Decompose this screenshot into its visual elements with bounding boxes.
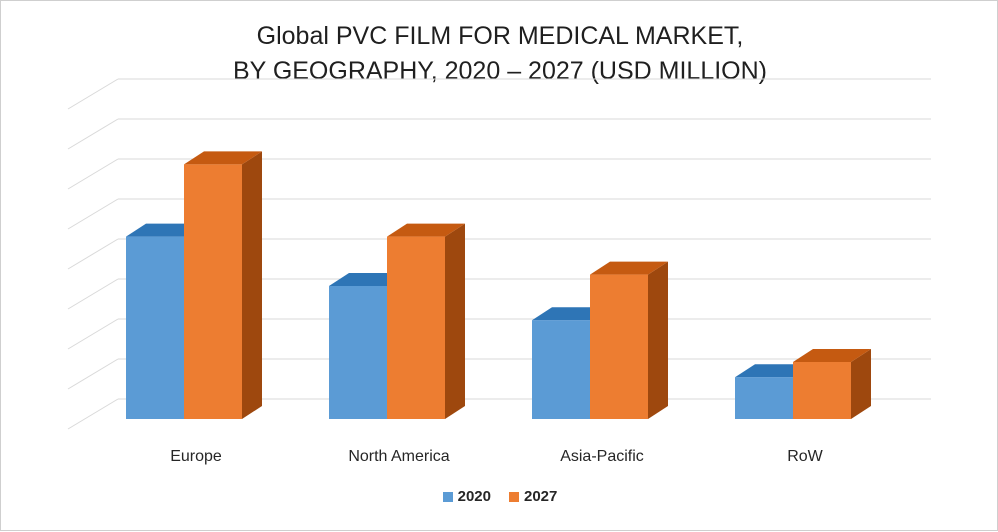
bar-row-2027 <box>793 362 851 419</box>
bar-europe-2027 <box>184 164 242 419</box>
legend-item-2020: 2020 <box>442 488 491 505</box>
bar-asia-pacific-2027-side <box>648 261 668 419</box>
bar-row-2027-top <box>793 349 871 362</box>
chart-legend: 2020 2027 <box>1 488 998 505</box>
bar-north-america-2027-side <box>445 223 465 419</box>
legend-item-2027: 2027 <box>509 488 557 505</box>
gridline-side <box>67 358 119 390</box>
bar-europe-2027-side <box>242 151 262 419</box>
bar-row-2027-side <box>851 349 871 419</box>
bar-asia-pacific-2027-top <box>590 261 668 275</box>
chart-title-line-2: BY GEOGRAPHY, 2020 – 2027 (USD MILLION) <box>232 57 768 85</box>
gridline-side <box>67 78 119 110</box>
bar-asia-pacific-2020 <box>532 320 590 419</box>
gridline-side <box>67 118 119 150</box>
gridline-side <box>67 198 119 230</box>
legend-swatch-2020 <box>442 491 453 502</box>
bar-row-2020 <box>735 377 793 419</box>
bar-north-america-2027-top <box>387 223 465 237</box>
bar-north-america-2020 <box>329 286 387 419</box>
gridline-side <box>67 158 119 190</box>
x-tick-label: Europe <box>170 448 222 465</box>
gridline-side <box>67 318 119 350</box>
bar-asia-pacific-2027 <box>590 274 648 419</box>
bar-europe-2020 <box>126 236 184 419</box>
x-tick-label: North America <box>348 448 449 465</box>
bar-europe-2027-top <box>184 151 262 165</box>
x-tick-label: Asia-Pacific <box>560 448 644 465</box>
gridline-side <box>67 398 119 430</box>
legend-label-2027: 2027 <box>524 488 558 505</box>
gridline-side <box>67 238 119 270</box>
legend-swatch-2027 <box>509 491 519 502</box>
chart-title-line-1: Global PVC FILM FOR MEDICAL MARKET, <box>256 22 744 50</box>
chart-title: Global PVC FILM FOR MEDICAL MARKET, BY G… <box>1 19 998 89</box>
gridline-side <box>67 278 119 310</box>
bar-north-america-2027 <box>387 236 445 419</box>
legend-label-2020: 2020 <box>457 488 491 505</box>
x-tick-label: RoW <box>787 448 823 465</box>
